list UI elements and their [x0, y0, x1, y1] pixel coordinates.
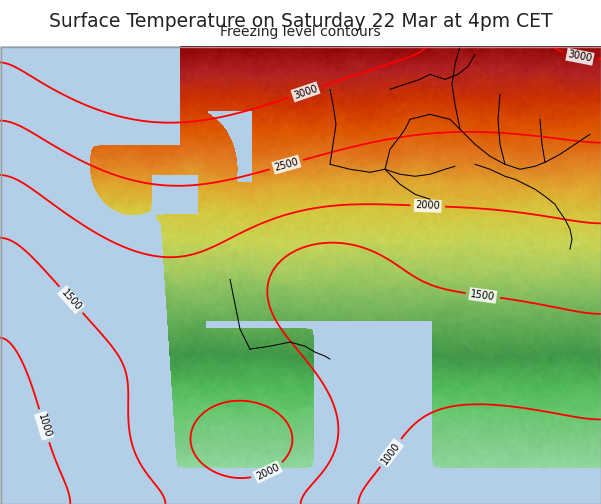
Text: 1500: 1500	[59, 287, 83, 312]
Text: 3000: 3000	[292, 83, 319, 101]
Text: 1000: 1000	[379, 440, 402, 466]
Text: 2000: 2000	[254, 462, 281, 482]
Text: 3000: 3000	[567, 49, 593, 64]
Text: Surface Temperature on Saturday 22 Mar at 4pm CET: Surface Temperature on Saturday 22 Mar a…	[49, 12, 552, 31]
Text: 1000: 1000	[36, 413, 52, 439]
Text: 2000: 2000	[415, 201, 440, 211]
Text: 2500: 2500	[273, 157, 300, 173]
Text: 1500: 1500	[470, 289, 496, 302]
Text: Freezing level contours: Freezing level contours	[220, 25, 381, 39]
